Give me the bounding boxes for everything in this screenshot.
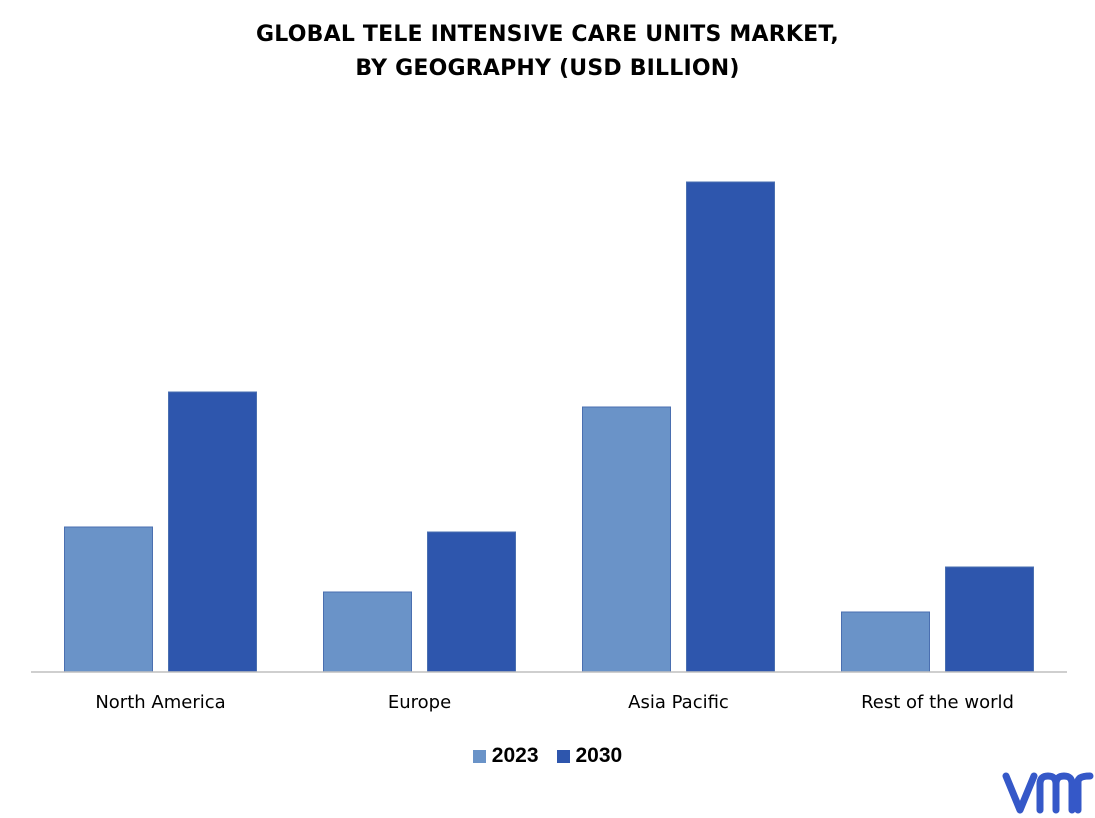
- chart-title-line-2: BY GEOGRAPHY (USD BILLION): [355, 56, 740, 81]
- bar-north-america-2023: [64, 526, 153, 673]
- legend: 2023 2030: [0, 744, 1095, 768]
- legend-item-2023: 2023: [472, 744, 539, 768]
- legend-label-2023: 2023: [491, 744, 539, 767]
- bar-asia-pacific-2023: [582, 406, 671, 673]
- category-label-north-america: North America: [95, 692, 225, 713]
- legend-item-2030: 2030: [556, 744, 623, 768]
- bar-europe-2030: [427, 531, 516, 673]
- bars-group: [64, 181, 1034, 673]
- legend-swatch-2030: [556, 749, 570, 763]
- bar-europe-2023: [323, 591, 412, 673]
- category-label-europe: Europe: [388, 692, 451, 713]
- category-label-rest-of-the-world: Rest of the world: [861, 692, 1014, 713]
- bar-north-america-2030: [168, 391, 257, 673]
- vmr-logo-icon: [1002, 772, 1094, 814]
- bar-rest-of-the-world-2023: [841, 611, 930, 673]
- bar-asia-pacific-2030: [686, 181, 775, 673]
- category-label-asia-pacific: Asia Pacific: [628, 692, 729, 713]
- legend-label-2030: 2030: [575, 744, 623, 767]
- bar-rest-of-the-world-2030: [945, 566, 1034, 673]
- chart-title: GLOBAL TELE INTENSIVE CARE UNITS MARKET,…: [0, 18, 1095, 86]
- bar-chart: North America Europe Asia Pacific Rest of t…: [31, 181, 1067, 713]
- chart-title-line-1: GLOBAL TELE INTENSIVE CARE UNITS MARKET,: [256, 22, 839, 47]
- legend-swatch-2023: [472, 749, 486, 763]
- category-labels-group: North America Europe Asia Pacific Rest of t…: [95, 692, 1014, 713]
